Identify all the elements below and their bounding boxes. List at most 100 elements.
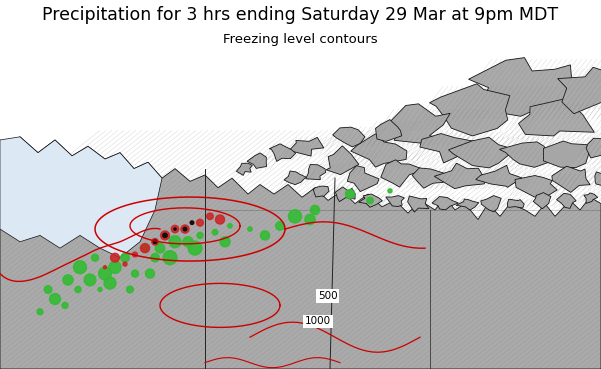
Polygon shape bbox=[456, 199, 479, 210]
Circle shape bbox=[171, 225, 178, 233]
Polygon shape bbox=[412, 168, 446, 188]
Polygon shape bbox=[0, 137, 162, 258]
Circle shape bbox=[288, 210, 302, 223]
Circle shape bbox=[169, 236, 181, 248]
Polygon shape bbox=[269, 144, 296, 161]
Circle shape bbox=[215, 215, 225, 224]
Polygon shape bbox=[313, 186, 329, 197]
Circle shape bbox=[220, 237, 230, 247]
Polygon shape bbox=[289, 137, 324, 156]
Circle shape bbox=[388, 189, 392, 193]
Polygon shape bbox=[595, 172, 601, 185]
Polygon shape bbox=[351, 134, 407, 167]
Circle shape bbox=[133, 252, 138, 257]
Circle shape bbox=[155, 244, 165, 253]
Polygon shape bbox=[552, 166, 590, 192]
Circle shape bbox=[151, 254, 159, 262]
Polygon shape bbox=[469, 58, 573, 116]
Circle shape bbox=[248, 227, 252, 231]
Circle shape bbox=[305, 214, 315, 225]
Circle shape bbox=[91, 254, 99, 261]
Circle shape bbox=[183, 237, 193, 247]
Circle shape bbox=[346, 190, 355, 199]
Polygon shape bbox=[420, 134, 477, 163]
Circle shape bbox=[44, 286, 52, 293]
Circle shape bbox=[151, 238, 158, 245]
Circle shape bbox=[103, 266, 106, 269]
Polygon shape bbox=[448, 137, 513, 168]
Circle shape bbox=[104, 277, 116, 289]
Circle shape bbox=[181, 225, 189, 233]
Polygon shape bbox=[435, 163, 484, 189]
Polygon shape bbox=[347, 166, 379, 192]
Polygon shape bbox=[432, 197, 459, 210]
Polygon shape bbox=[519, 99, 594, 136]
Polygon shape bbox=[0, 137, 601, 369]
Circle shape bbox=[183, 227, 187, 231]
Polygon shape bbox=[481, 196, 501, 212]
Circle shape bbox=[197, 219, 203, 226]
Polygon shape bbox=[335, 187, 355, 201]
Text: 500: 500 bbox=[318, 291, 338, 301]
Polygon shape bbox=[543, 141, 590, 168]
Polygon shape bbox=[306, 165, 326, 180]
Circle shape bbox=[260, 231, 270, 240]
Circle shape bbox=[153, 240, 157, 244]
Circle shape bbox=[109, 261, 121, 273]
Polygon shape bbox=[380, 104, 450, 143]
Polygon shape bbox=[236, 163, 252, 175]
Circle shape bbox=[188, 241, 202, 255]
Polygon shape bbox=[586, 138, 601, 158]
Polygon shape bbox=[407, 196, 429, 212]
Circle shape bbox=[142, 245, 148, 251]
Text: 1000: 1000 bbox=[305, 317, 331, 327]
Circle shape bbox=[98, 287, 102, 292]
Circle shape bbox=[228, 224, 232, 228]
Circle shape bbox=[160, 231, 169, 240]
Circle shape bbox=[163, 251, 177, 265]
Circle shape bbox=[84, 274, 96, 286]
Circle shape bbox=[145, 269, 154, 278]
Circle shape bbox=[311, 206, 320, 214]
Polygon shape bbox=[558, 67, 601, 114]
Polygon shape bbox=[499, 142, 554, 167]
Circle shape bbox=[111, 253, 120, 262]
Polygon shape bbox=[247, 153, 266, 168]
Circle shape bbox=[367, 197, 373, 204]
Polygon shape bbox=[386, 196, 404, 207]
Polygon shape bbox=[381, 160, 425, 187]
Circle shape bbox=[197, 232, 203, 238]
Polygon shape bbox=[376, 120, 401, 141]
Circle shape bbox=[191, 221, 194, 224]
Circle shape bbox=[163, 233, 167, 238]
Polygon shape bbox=[533, 193, 551, 209]
Circle shape bbox=[62, 302, 68, 308]
Circle shape bbox=[63, 275, 73, 285]
Polygon shape bbox=[332, 127, 365, 147]
Circle shape bbox=[276, 221, 284, 230]
Circle shape bbox=[127, 286, 133, 293]
Polygon shape bbox=[476, 165, 522, 187]
Circle shape bbox=[49, 294, 61, 304]
Polygon shape bbox=[359, 194, 382, 207]
Circle shape bbox=[132, 270, 138, 277]
Circle shape bbox=[174, 228, 176, 230]
Polygon shape bbox=[557, 193, 576, 208]
Circle shape bbox=[141, 244, 150, 253]
Circle shape bbox=[207, 213, 213, 220]
Polygon shape bbox=[326, 146, 359, 175]
Text: Precipitation for 3 hrs ending Saturday 29 Mar at 9pm MDT: Precipitation for 3 hrs ending Saturday … bbox=[43, 6, 558, 24]
Circle shape bbox=[99, 267, 111, 280]
Circle shape bbox=[190, 221, 194, 224]
Text: Freezing level contours: Freezing level contours bbox=[223, 33, 378, 46]
Circle shape bbox=[123, 262, 127, 266]
Bar bbox=[205, 216, 435, 369]
Circle shape bbox=[212, 230, 218, 235]
Circle shape bbox=[37, 309, 43, 315]
Polygon shape bbox=[515, 176, 557, 198]
Polygon shape bbox=[284, 171, 306, 184]
Circle shape bbox=[73, 261, 87, 274]
Polygon shape bbox=[430, 84, 510, 136]
Bar bbox=[435, 216, 601, 369]
Circle shape bbox=[75, 286, 81, 293]
